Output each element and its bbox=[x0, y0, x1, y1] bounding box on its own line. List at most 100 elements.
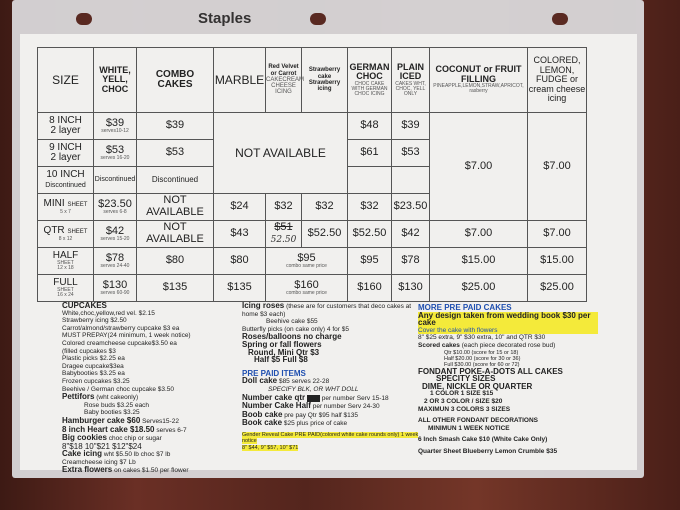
binder-hole bbox=[76, 13, 92, 25]
list-item: Colored creamcheese cupcake$3.50 ea bbox=[62, 339, 177, 347]
table-row: 8 INCH 2 layer $39 serves10-12 $39 NOT AVA… bbox=[37, 112, 587, 221]
list-item: Dragee cupcake$3ea bbox=[62, 362, 124, 370]
table-header: SIZE WHITE, YELL, CHOC COMBO CAKES MARBL… bbox=[37, 47, 587, 113]
price-cell: $95 combo same price bbox=[265, 247, 348, 275]
table-row: 10 INCH Discontinued Discontinued Discont… bbox=[37, 166, 587, 194]
price-cell: $78 serves 24-40 bbox=[93, 247, 137, 275]
list-item: MUST PREPAY(24 minimum, 1 week notice) bbox=[62, 332, 191, 340]
list-item: Big cookies choc chip or sugar bbox=[62, 433, 162, 443]
list-item: Number cake qtr xxxx per number Serv 15-… bbox=[242, 392, 389, 402]
section-title: MORE PRE PAID CAKES bbox=[418, 303, 512, 312]
list-item: Number Cake Half per number Serv 24-30 bbox=[242, 401, 380, 411]
list-item: (filled cupcakes $3 bbox=[62, 347, 116, 355]
list-item: MAXIMUN 3 COLORS 3 SIZES bbox=[418, 405, 511, 413]
list-item: Rose buds $3.25 each bbox=[84, 401, 150, 409]
list-item: Full $30.00 (score for 60 or 72) bbox=[444, 361, 520, 368]
list-item: DIME, NICKLE OR QUARTER bbox=[422, 381, 533, 391]
price-cell: $32 bbox=[347, 193, 392, 221]
empty-cell bbox=[347, 166, 392, 194]
list-item: Round, Mini Qtr $3 bbox=[248, 347, 320, 357]
price-cell: $42 bbox=[391, 220, 430, 248]
price-cell: $39 serves10-12 bbox=[93, 112, 137, 140]
list-item: Half $20.00 (score for 30 or 36) bbox=[444, 355, 521, 362]
brand-logo: Staples bbox=[198, 10, 252, 27]
list-item: Half $5 Full $8 bbox=[254, 355, 308, 365]
not-available-cell: NOT AVAILABLE bbox=[213, 112, 348, 194]
list-item: Butterfly picks (on cake only) 4 for $5 bbox=[242, 325, 349, 333]
price-cell: $15.00 bbox=[429, 247, 528, 275]
list-item: Beehive / German choc cupcake $3.50 bbox=[62, 385, 175, 393]
price-table: SIZE WHITE, YELL, CHOC COMBO CAKES MARBL… bbox=[37, 47, 587, 302]
list-item: Baby booties $3.25 bbox=[84, 409, 140, 417]
list-item: Strawberry icing $2.50 bbox=[62, 317, 127, 325]
price-cell: $7.00 bbox=[429, 220, 528, 248]
price-cell: $95 bbox=[347, 247, 392, 275]
price-cell: $53 bbox=[136, 139, 214, 167]
price-cell: $43 bbox=[213, 220, 266, 248]
price-cell: $130 bbox=[391, 274, 430, 302]
col-red-velvet: Red Velvet or Carrot CAKECREAM CHEESE ICI… bbox=[265, 47, 304, 113]
list-item: 1 COLOR 1 SIZE $15 bbox=[430, 390, 494, 398]
price-cell: $32 bbox=[265, 193, 302, 221]
price-cell: $160 combo same price bbox=[265, 274, 348, 302]
price-cell: $7.00 bbox=[527, 220, 587, 248]
col-white-yell-choc: WHITE, YELL, CHOC bbox=[93, 47, 137, 113]
size-cell: HALF SHEET 12 x 18 bbox=[37, 247, 94, 275]
price-cell: $39 bbox=[391, 112, 430, 140]
list-item: Book cake $25 plus price of cake bbox=[242, 418, 348, 428]
price-cell: $25.00 bbox=[429, 274, 528, 302]
table-row: HALF SHEET 12 x 18 $78 serves 24-40 $80 $80… bbox=[37, 247, 587, 275]
col-coconut-fruit: COCONUT or FRUIT FILLING PINEAPPLE,LEMON,… bbox=[429, 47, 528, 113]
list-item: 8 inch Heart cake $18.50 serves 6-7 bbox=[62, 424, 187, 434]
binder-hole bbox=[552, 13, 568, 25]
list-item: Creamcheese icing $7 Lb bbox=[62, 458, 136, 466]
list-item: Icing roses (these are for customers tha… bbox=[242, 301, 412, 318]
list-item: Any design taken from wedding book $30 p… bbox=[418, 311, 598, 327]
table-row: 9 INCH 2 layer $53 serves 16-20 $53 $61 $5… bbox=[37, 139, 587, 167]
list-item: White,choc,yellow,red vel. $2.15 bbox=[62, 309, 155, 317]
price-cell: $130 serves 60-90 bbox=[93, 274, 137, 302]
list-item: Carrot/almond/strawberry cupcake $3 ea bbox=[62, 324, 180, 332]
list-item: Pettifors (wht cakeonly) bbox=[62, 392, 139, 402]
size-cell: FULL SHEET 16 x 24 bbox=[37, 274, 94, 302]
cupcakes-section: CUPCAKES White,choc,yellow,red vel. $2.1… bbox=[62, 302, 242, 475]
size-cell: QTR SHEET 8 x 12 bbox=[37, 220, 94, 248]
size-cell: 8 INCH 2 layer bbox=[37, 112, 94, 140]
price-cell: $61 bbox=[347, 139, 392, 167]
list-item: 8" $25 extra, 9" $30 extra, 10" and QTR … bbox=[418, 334, 546, 342]
size-cell: MINI SHEET 5 x 7 bbox=[37, 193, 94, 221]
price-cell: $80 bbox=[213, 247, 266, 275]
decorations-section: Icing roses (these are for customers tha… bbox=[242, 302, 420, 451]
size-cell: 9 INCH 2 layer bbox=[37, 139, 94, 167]
list-item: Quarter Sheet Blueberry Lemon Crumble $3… bbox=[418, 447, 558, 455]
price-sheet: SIZE WHITE, YELL, CHOC COMBO CAKES MARBL… bbox=[20, 34, 637, 474]
table-row: QTR SHEET 8 x 12 $42 serves 15-20 NOT AVAI… bbox=[37, 220, 587, 248]
price-cell: $7.00 bbox=[527, 112, 587, 221]
list-item: Boob cake pre pay Qtr $95 half $135 bbox=[242, 409, 358, 419]
price-cell: $52.50 bbox=[347, 220, 392, 248]
table-row: MINI SHEET 5 x 7 $23.50 serves 6-8 NOT AVA… bbox=[37, 193, 587, 221]
col-plain-iced: PLAIN ICED CAKES WHT, CHOC, YELL ONLY bbox=[391, 47, 430, 113]
price-cell: $51 52.50 bbox=[265, 220, 302, 248]
list-item: 8"$18 10"$21 $12"$24 bbox=[62, 441, 142, 451]
list-item: Cake icing wht $5.50 lb choc $7 lb bbox=[62, 449, 171, 459]
list-item: ALL OTHER FONDANT DECORATIONS bbox=[418, 417, 539, 425]
list-item: Cover the cake with flowers bbox=[418, 326, 598, 335]
list-item: 2 OR 3 COLOR / SIZE $20 bbox=[424, 397, 503, 405]
price-cell: $32 bbox=[301, 193, 348, 221]
price-cell: $80 bbox=[136, 247, 214, 275]
section-title: PRE PAID ITEMS bbox=[242, 368, 306, 378]
col-marble: MARBLE bbox=[213, 47, 266, 113]
price-cell: $23.50 serves 6-8 bbox=[93, 193, 137, 221]
more-prepaid-section: MORE PRE PAID CAKES Any design taken fro… bbox=[418, 304, 598, 456]
list-item: Doll cake $85 serves 22-28 bbox=[242, 376, 330, 386]
col-colored-icing: COLORED, LEMON, FUDGE or cream cheese ic… bbox=[527, 47, 587, 113]
price-cell: $53 bbox=[391, 139, 430, 167]
price-cell: $24 bbox=[213, 193, 266, 221]
list-item: Roses/balloons no charge bbox=[242, 332, 342, 342]
list-item: Scored cakes (each piece decorated rose … bbox=[418, 341, 556, 349]
col-strawberry: Strawberry cake Strawberry icing bbox=[301, 47, 348, 113]
price-cell: NOT AVAILABLE bbox=[136, 193, 214, 221]
list-item: Frozen cupcakes $3.25 bbox=[62, 377, 130, 385]
empty-cell bbox=[391, 166, 430, 194]
